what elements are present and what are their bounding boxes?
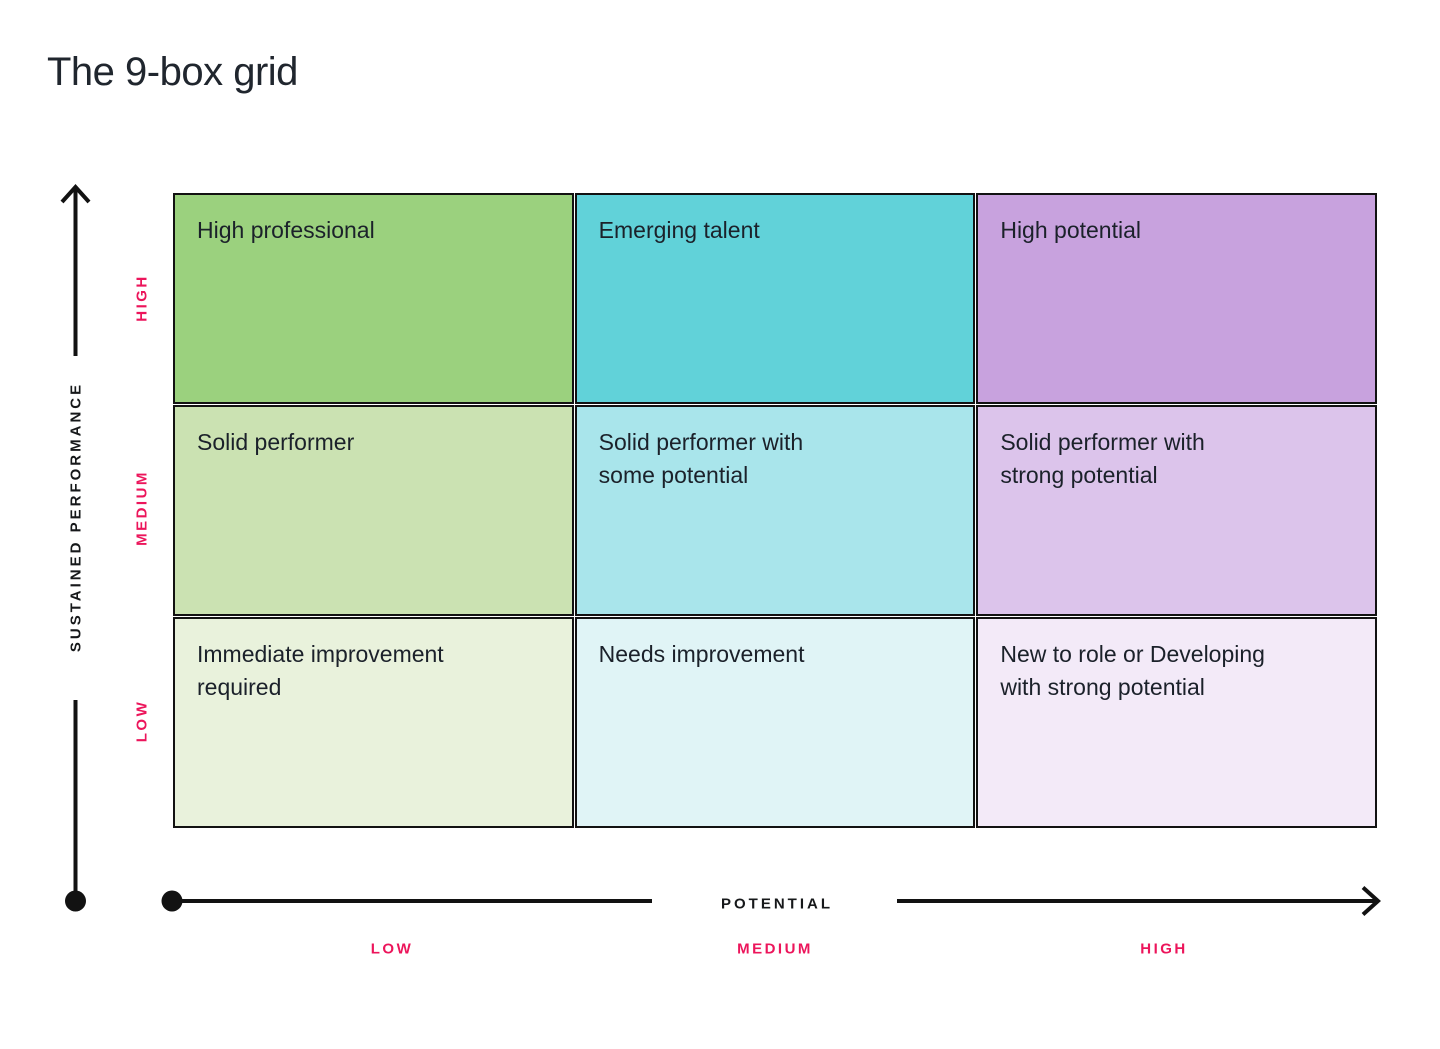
cell-label: High potential	[1000, 217, 1141, 243]
cell-solid-performer-strong-potential: Solid performer with strong potential	[976, 405, 1377, 616]
nine-box-matrix: High professional Emerging talent High p…	[173, 193, 1377, 828]
cell-label: Solid performer	[197, 429, 355, 455]
y-axis-arrow	[60, 184, 91, 896]
cell-high-potential: High potential	[976, 193, 1377, 404]
cell-label: Solid performer with strong potential	[1000, 429, 1205, 488]
x-axis-origin-dot	[161, 890, 183, 912]
cell-emerging-talent: Emerging talent	[574, 193, 976, 404]
y-tick-high: HIGH	[133, 274, 151, 322]
page-title: The 9-box grid	[47, 50, 298, 94]
x-tick-high: HIGH	[1140, 940, 1188, 958]
y-axis-origin-dot	[65, 890, 86, 912]
cell-solid-performer: Solid performer	[173, 405, 574, 616]
y-axis-title: SUSTAINED PERFORMANCE	[67, 381, 85, 653]
x-tick-medium: MEDIUM	[737, 940, 813, 958]
cell-needs-improvement: Needs improvement	[574, 617, 976, 828]
x-axis-title: POTENTIAL	[721, 895, 833, 913]
x-axis-arrow	[180, 886, 1381, 916]
cell-label: Immediate improvement required	[197, 641, 444, 700]
cell-solid-performer-some-potential: Solid performer with some potential	[574, 405, 976, 616]
x-tick-low: LOW	[370, 940, 414, 958]
cell-label: Solid performer with some potential	[598, 429, 804, 488]
cell-label: Emerging talent	[598, 217, 760, 243]
y-tick-medium: MEDIUM	[133, 470, 151, 546]
cell-label: Needs improvement	[598, 641, 805, 667]
cell-label: High professional	[197, 217, 375, 243]
cell-label: New to role or Developing with strong po…	[1000, 641, 1265, 700]
cell-new-to-role: New to role or Developing with strong po…	[976, 617, 1377, 828]
cell-immediate-improvement-required: Immediate improvement required	[173, 617, 574, 828]
cell-high-professional: High professional	[173, 193, 574, 404]
y-tick-low: LOW	[133, 699, 151, 743]
